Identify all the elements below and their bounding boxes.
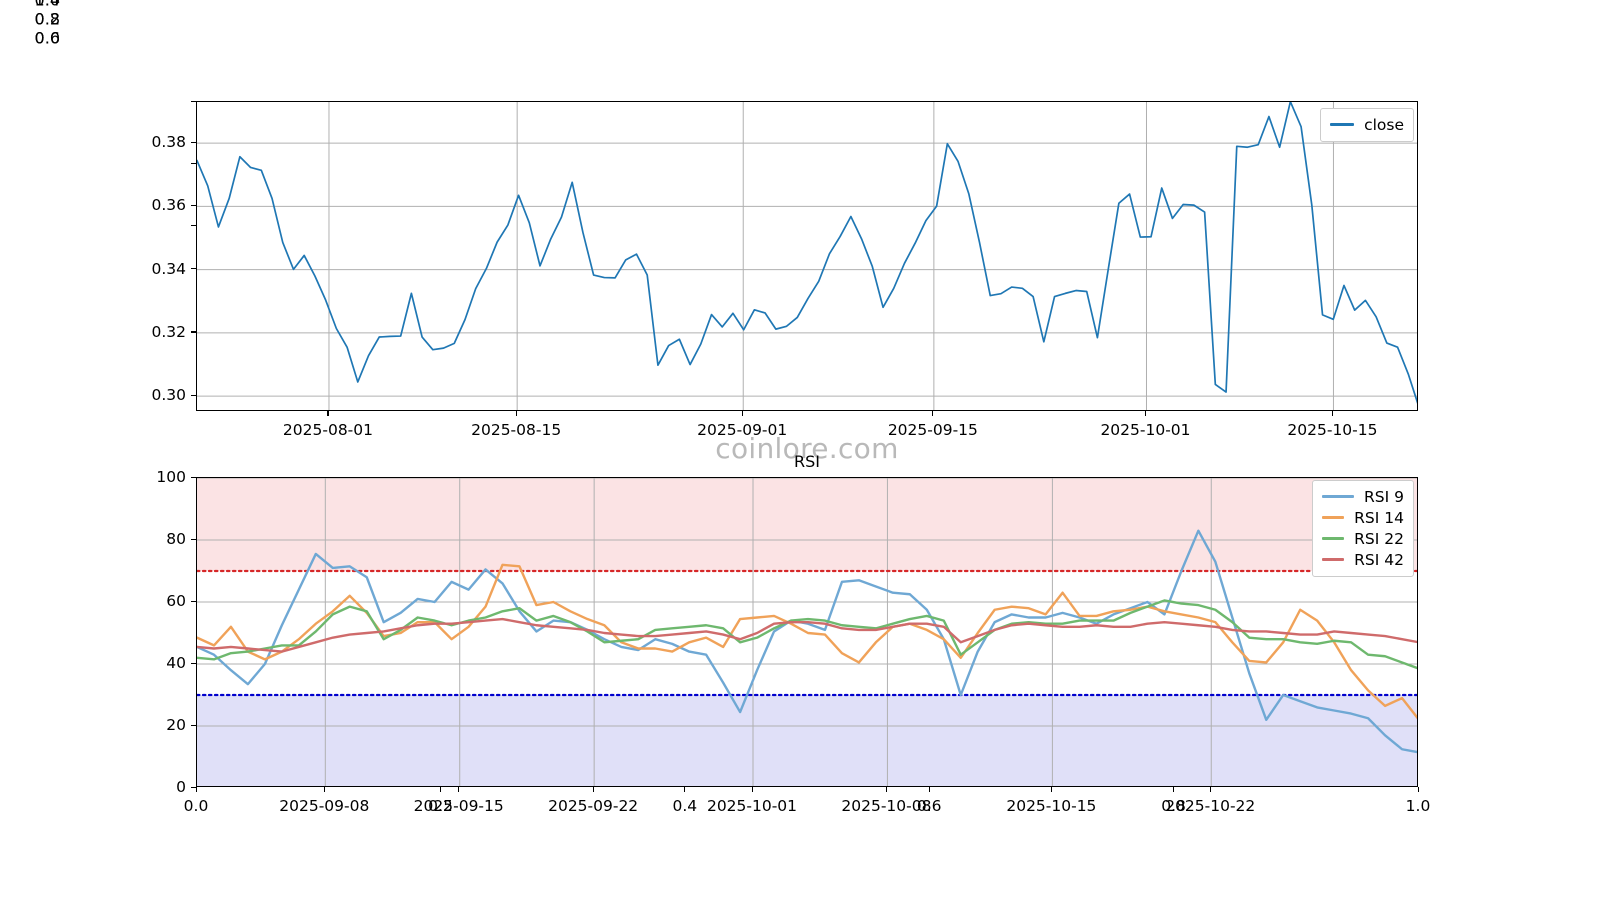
rsi-x-date-tickmark-3 <box>751 787 753 792</box>
rsi-y-unit-tickmark-2 <box>191 786 196 788</box>
price-y-tick-1: 0.36 <box>151 196 186 215</box>
rsi-y-axis: 100 80 60 40 20 0 0.4 0.2 0.0 <box>0 0 1600 796</box>
price-x-tickmark-2 <box>741 411 743 416</box>
rsi-x-unit-tickmark-1 <box>439 787 441 792</box>
legend-swatch-rsi22 <box>1322 537 1345 540</box>
rsi-x-unit-tick-0: 0.0 <box>183 797 209 815</box>
rsi-x-unit-tickmark-0 <box>195 787 197 792</box>
rsi-lines-svg <box>197 478 1417 786</box>
rsi-x-unit-tickmark-5 <box>1417 787 1419 792</box>
rsi-y-unit-tick-1: 0.2 <box>34 9 60 29</box>
rsi-y-unit-tickmark-0 <box>191 662 196 664</box>
rsi-x-date-tick-4: 2025-10-08 <box>841 797 932 815</box>
legend-label-rsi14: RSI 14 <box>1354 508 1404 527</box>
price-y-tick-4: 0.30 <box>151 386 186 405</box>
legend-swatch-rsi42 <box>1322 558 1345 561</box>
price-x-tick-4: 2025-10-01 <box>1100 421 1191 439</box>
rsi-x-date-tickmark-0 <box>323 787 325 792</box>
rsi-y-tickmark-1 <box>191 538 196 540</box>
rsi-x-unit-tick-4: 0.8 <box>1161 797 1186 815</box>
price-x-tick-5: 2025-10-15 <box>1287 421 1378 439</box>
price-x-tickmark-5 <box>1331 411 1334 416</box>
legend-item-rsi22: RSI 22 <box>1322 528 1404 549</box>
rsi-y-tick-3: 40 <box>166 654 186 672</box>
legend-swatch-close <box>1330 123 1355 126</box>
price-y-unit-tick-2: 0.6 <box>34 28 60 48</box>
rsi-y-tickmark-2 <box>191 600 196 602</box>
rsi-x-unit-tick-1: 0.2 <box>428 797 453 815</box>
price-y-tickmark-3 <box>191 331 196 333</box>
price-y-tickmark-0 <box>191 141 196 143</box>
price-x-tick-1: 2025-08-15 <box>471 421 562 439</box>
rsi-y-tick-0: 100 <box>156 468 186 486</box>
rsi-x-date-tick-5: 2025-10-15 <box>1006 797 1097 815</box>
rsi-x-unit-tickmark-3 <box>928 787 930 792</box>
legend-label-close: close <box>1364 115 1404 134</box>
price-x-tickmark-4 <box>1144 411 1147 416</box>
price-y-tickmark-1 <box>191 204 196 206</box>
rsi-x-unit-tick-3: 0.6 <box>916 797 942 815</box>
rsi-chart-title: RSI <box>794 452 820 471</box>
price-x-tick-3: 2025-09-15 <box>887 421 978 439</box>
rsi-y-unit-tick-0: 0.4 <box>34 0 60 10</box>
price-y-tick-3: 0.32 <box>151 322 186 341</box>
rsi-x-unit-tick-2: 0.4 <box>672 797 698 815</box>
rsi-y-tick-5: 0 <box>176 778 186 796</box>
rsi-x-unit-tick-5: 1.0 <box>1405 797 1431 815</box>
legend-swatch-rsi9 <box>1322 495 1354 498</box>
legend-swatch-rsi14 <box>1322 516 1345 519</box>
price-legend: close <box>1320 108 1414 142</box>
legend-item-rsi9: RSI 9 <box>1322 486 1404 507</box>
rsi-x-date-tick-1: 2025-09-15 <box>413 797 504 815</box>
price-y-unit-tickmark-2 <box>191 224 196 226</box>
price-x-tickmark-0 <box>327 411 329 416</box>
price-y-axis: 0.38 0.36 0.34 0.32 0.30 1.0 0.8 0.6 <box>0 0 1600 404</box>
rsi-x-date-tickmark-1 <box>458 787 460 792</box>
rsi-plot-area <box>196 477 1418 787</box>
price-y-tickmark-2 <box>191 268 196 270</box>
price-plot-area <box>196 101 1418 411</box>
price-x-tickmark-1 <box>515 411 517 416</box>
rsi-x-date-tickmark-6 <box>1209 787 1211 792</box>
price-panel: 0.38 0.36 0.34 0.32 0.30 1.0 0.8 0.6 2025-08-01… <box>0 0 1600 439</box>
watermark: coinlore.com <box>715 432 899 465</box>
legend-label-rsi9: RSI 9 <box>1364 487 1404 506</box>
price-y-tick-2: 0.34 <box>151 259 186 278</box>
legend-label-rsi22: RSI 22 <box>1354 529 1404 548</box>
rsi-x-date-tick-2: 2025-09-22 <box>548 797 639 815</box>
price-x-tick-2: 2025-09-01 <box>697 421 788 439</box>
rsi-y-tick-4: 20 <box>166 716 186 734</box>
price-y-unit-tick-0: 1.0 <box>34 0 60 10</box>
rsi-x-date-tickmark-4 <box>885 787 888 792</box>
price-x-tickmark-3 <box>932 411 934 416</box>
rsi-x-date-tickmark-5 <box>1050 787 1052 792</box>
legend-item-rsi14: RSI 14 <box>1322 507 1404 528</box>
rsi-x-date-tick-0: 2025-09-08 <box>279 797 370 815</box>
rsi-legend: RSI 9 RSI 14 RSI 22 RSI 42 <box>1312 480 1414 577</box>
rsi-y-tick-2: 60 <box>166 592 186 610</box>
price-line-svg <box>197 102 1417 410</box>
rsi-x-date-tick-3: 2025-10-01 <box>706 797 798 815</box>
price-y-unit-tick-1: 0.8 <box>34 9 60 29</box>
rsi-y-tick-1: 80 <box>166 530 186 548</box>
rsi-x-date-tickmark-2 <box>592 787 594 792</box>
rsi-y-tickmark-0 <box>191 476 196 478</box>
rsi-y-unit-tickmark-1 <box>191 724 196 726</box>
price-y-unit-tickmark-0 <box>191 100 196 102</box>
legend-label-rsi42: RSI 42 <box>1354 550 1404 569</box>
rsi-x-unit-tickmark-4 <box>1173 787 1175 792</box>
legend-item-close: close <box>1330 114 1404 135</box>
price-y-unit-tickmark-1 <box>191 162 196 164</box>
rsi-x-unit-tickmark-2 <box>684 787 686 792</box>
price-x-tick-0: 2025-08-01 <box>282 421 374 439</box>
price-y-tickmark-4 <box>191 394 196 396</box>
price-y-tick-0: 0.38 <box>151 133 186 152</box>
legend-item-rsi42: RSI 42 <box>1322 549 1404 570</box>
rsi-y-unit-tick-2: 0.0 <box>34 28 60 48</box>
rsi-x-date-tick-6: 2025-10-22 <box>1165 797 1256 815</box>
